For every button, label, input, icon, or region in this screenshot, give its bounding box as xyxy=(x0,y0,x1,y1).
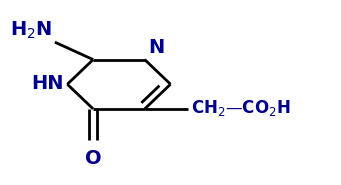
Text: HN: HN xyxy=(31,74,63,93)
Text: H$_2$N: H$_2$N xyxy=(10,19,52,41)
Text: O: O xyxy=(85,149,101,168)
Text: CH$_2$—CO$_2$H: CH$_2$—CO$_2$H xyxy=(191,98,291,118)
Text: N: N xyxy=(149,38,165,57)
